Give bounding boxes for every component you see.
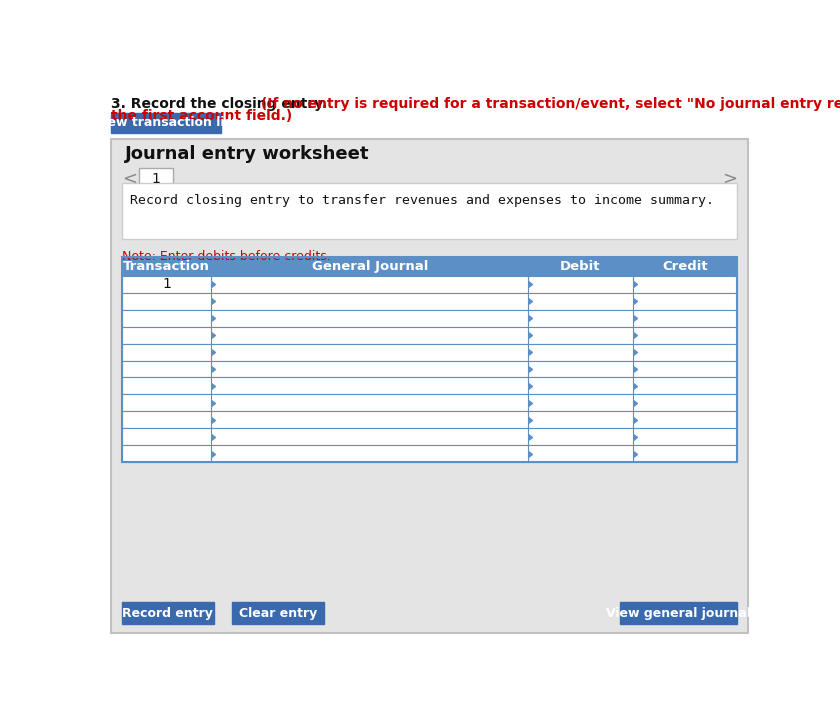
Bar bbox=[122, 257, 738, 462]
Text: 3. Record the closing entry.: 3. Record the closing entry. bbox=[111, 97, 328, 111]
Text: Transaction: Transaction bbox=[123, 260, 210, 273]
Text: Clear entry: Clear entry bbox=[239, 606, 317, 620]
Bar bbox=[122, 257, 738, 276]
Bar bbox=[122, 361, 738, 377]
Text: View general journal: View general journal bbox=[606, 606, 751, 620]
Bar bbox=[139, 168, 173, 189]
Bar bbox=[122, 310, 738, 327]
Bar bbox=[122, 293, 738, 310]
Text: Debit: Debit bbox=[560, 260, 601, 273]
Text: 1: 1 bbox=[152, 172, 160, 186]
Text: Record entry: Record entry bbox=[123, 606, 213, 620]
Bar bbox=[232, 603, 323, 624]
Text: Journal entry worksheet: Journal entry worksheet bbox=[125, 145, 370, 163]
Bar bbox=[122, 411, 738, 428]
Text: (If no entry is required for a transaction/event, select "No journal entry requi: (If no entry is required for a transacti… bbox=[256, 97, 840, 111]
Text: Credit: Credit bbox=[662, 260, 708, 273]
Text: Record closing entry to transfer revenues and expenses to income summary.: Record closing entry to transfer revenue… bbox=[130, 194, 714, 207]
Bar bbox=[122, 377, 738, 395]
Bar bbox=[122, 395, 738, 411]
Bar bbox=[122, 428, 738, 445]
Text: <: < bbox=[122, 170, 137, 188]
Bar bbox=[122, 343, 738, 361]
Text: Note: Enter debits before credits.: Note: Enter debits before credits. bbox=[122, 250, 331, 263]
Bar bbox=[122, 327, 738, 343]
Bar bbox=[122, 276, 738, 293]
Text: 1: 1 bbox=[162, 277, 171, 292]
Text: View transaction list: View transaction list bbox=[94, 116, 238, 129]
Bar bbox=[122, 184, 738, 239]
Bar bbox=[620, 603, 738, 624]
Text: >: > bbox=[722, 170, 738, 188]
Text: General Journal: General Journal bbox=[312, 260, 428, 273]
Bar bbox=[111, 139, 748, 633]
Bar bbox=[111, 112, 221, 132]
Text: the first account field.): the first account field.) bbox=[111, 109, 292, 124]
Bar bbox=[122, 603, 213, 624]
Bar bbox=[122, 445, 738, 462]
